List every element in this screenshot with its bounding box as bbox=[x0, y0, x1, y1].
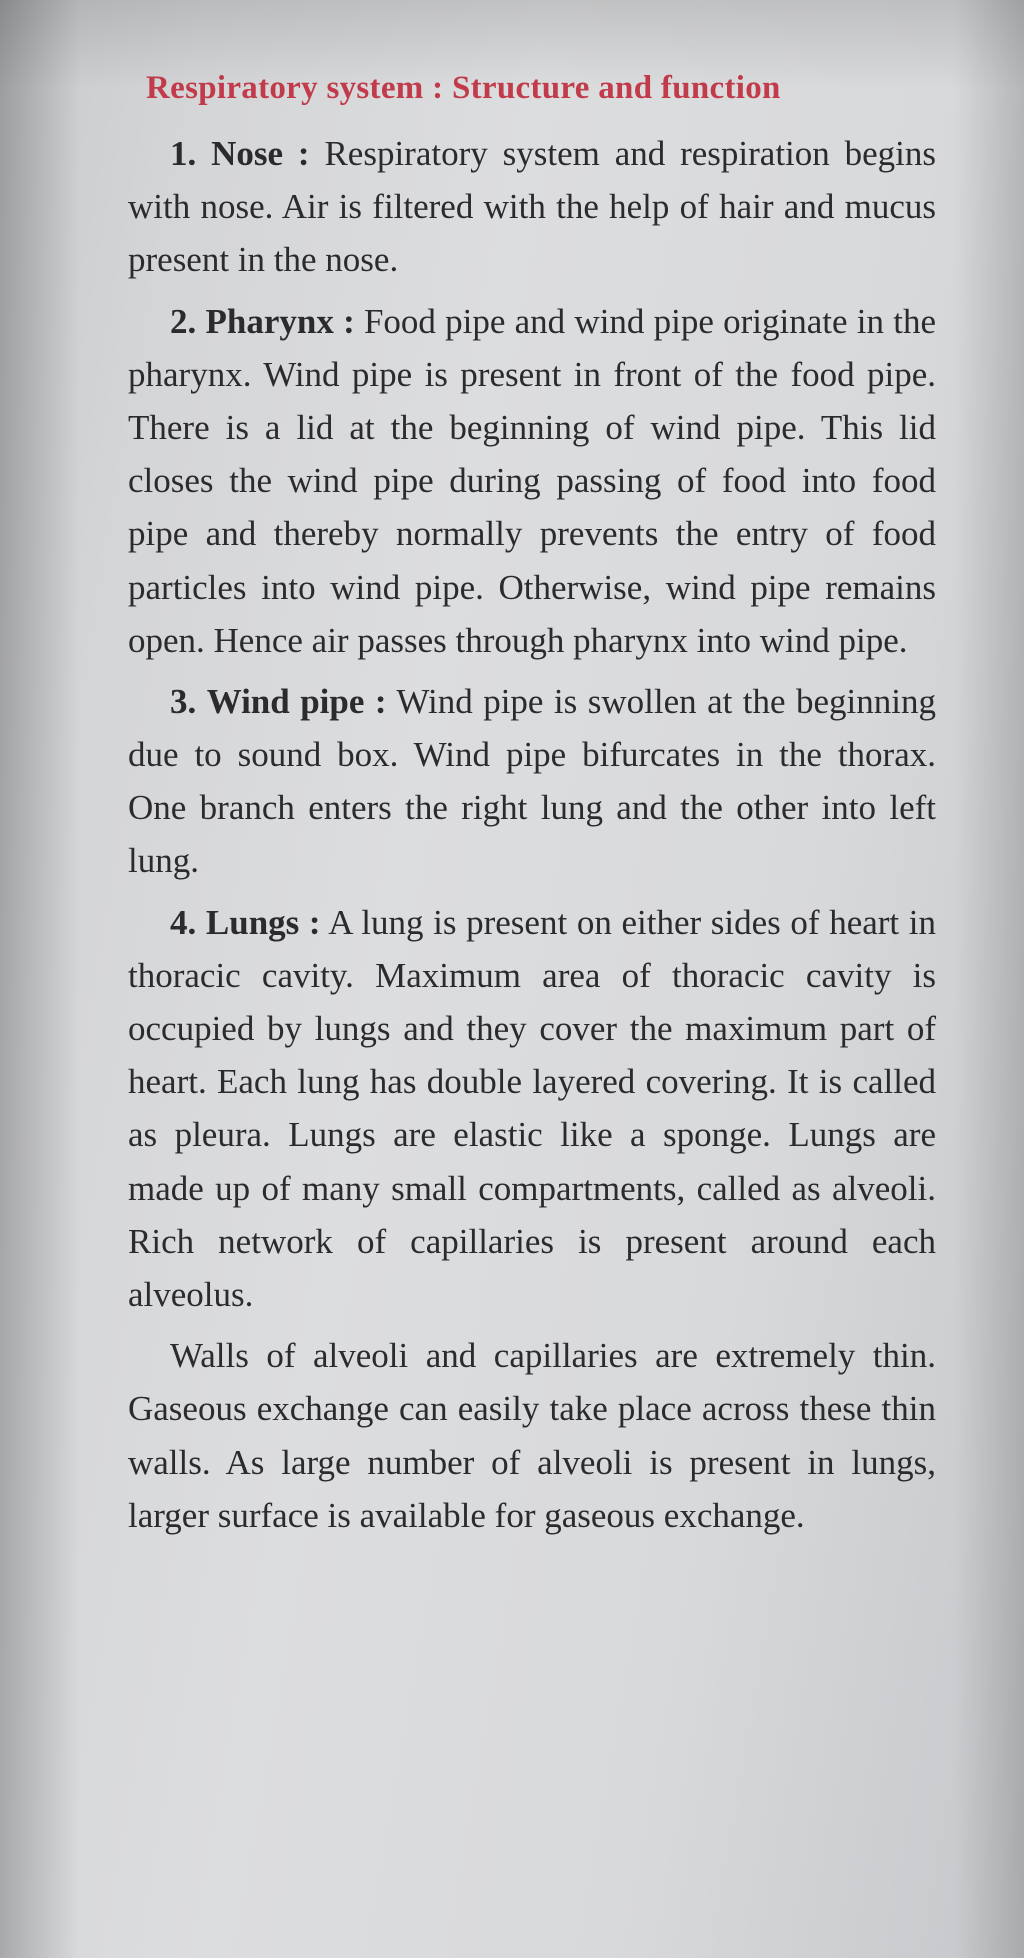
item-body: A lung is present on either sides of hea… bbox=[128, 903, 936, 1314]
section-heading: Respiratory system : Structure and funct… bbox=[128, 70, 936, 107]
item-term: Pharynx : bbox=[205, 302, 354, 341]
section-lungs: 4. Lungs : A lung is present on either s… bbox=[128, 896, 936, 1322]
item-number: 1. bbox=[170, 134, 196, 173]
textbook-page: Respiratory system : Structure and funct… bbox=[0, 0, 1024, 1958]
trailing-paragraph: Walls of alveoli and capillaries are ext… bbox=[128, 1329, 936, 1542]
item-number: 2. bbox=[170, 302, 196, 341]
section-pharynx: 2. Pharynx : Food pipe and wind pipe ori… bbox=[128, 295, 936, 667]
item-number: 4. bbox=[170, 903, 196, 942]
item-term: Nose : bbox=[211, 134, 309, 173]
item-number: 3. bbox=[170, 682, 196, 721]
item-term: Lungs : bbox=[206, 903, 321, 942]
section-nose: 1. Nose : Respiratory system and respira… bbox=[128, 127, 936, 287]
section-windpipe: 3. Wind pipe : Wind pipe is swollen at t… bbox=[128, 675, 936, 888]
item-body: Food pipe and wind pipe originate in the… bbox=[128, 302, 936, 660]
item-term: Wind pipe : bbox=[207, 682, 387, 721]
